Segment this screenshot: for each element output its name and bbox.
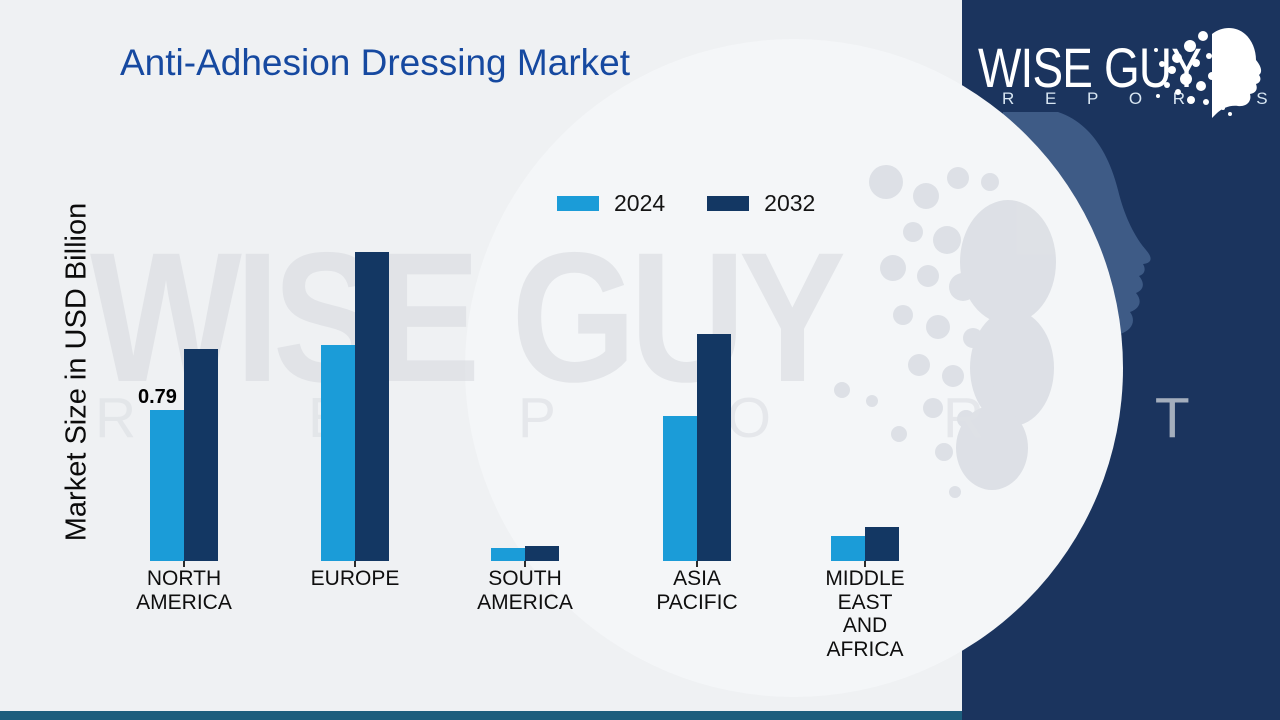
x-axis-tick bbox=[696, 561, 698, 567]
legend-item-2024: 2024 bbox=[557, 190, 665, 217]
legend-label-2024: 2024 bbox=[614, 190, 666, 216]
x-axis-tick bbox=[524, 561, 526, 567]
x-axis-category-label: SOUTH AMERICA bbox=[477, 567, 573, 614]
x-axis-category-label: ASIA PACIFIC bbox=[656, 567, 738, 614]
bar-2032-group4 bbox=[865, 527, 899, 561]
bar-2024-group0 bbox=[150, 410, 184, 561]
legend-swatch-2032 bbox=[707, 196, 750, 211]
bar-2024-group1 bbox=[321, 345, 355, 561]
bar-2032-group0 bbox=[184, 349, 218, 561]
legend: 2024 2032 bbox=[557, 190, 815, 217]
logo-reports-text: R E P O R T S bbox=[1002, 89, 1280, 108]
legend-item-2032: 2032 bbox=[707, 190, 815, 217]
logo-brand-text: WISE GUY bbox=[978, 36, 1202, 99]
x-axis-category-label: EUROPE bbox=[310, 567, 400, 590]
bar-2024-group4 bbox=[831, 536, 865, 561]
x-axis-tick bbox=[354, 561, 356, 567]
legend-label-2032: 2032 bbox=[764, 190, 816, 216]
page-title: Anti-Adhesion Dressing Market bbox=[120, 42, 630, 83]
x-axis-category-label: NORTH AMERICA bbox=[136, 567, 232, 614]
bar-2032-group1 bbox=[355, 252, 389, 561]
bar-2024-group2 bbox=[491, 548, 525, 561]
x-axis-tick bbox=[864, 561, 866, 567]
bar-2032-group3 bbox=[697, 334, 731, 561]
bar-2024-group3 bbox=[663, 416, 697, 561]
y-axis-label: Market Size in USD Billion bbox=[60, 202, 93, 542]
bar-2032-group2 bbox=[525, 546, 559, 561]
legend-swatch-2024 bbox=[557, 196, 599, 211]
bottom-strip bbox=[0, 711, 962, 720]
x-axis-tick bbox=[183, 561, 185, 567]
x-axis-category-label: MIDDLE EAST AND AFRICA bbox=[825, 567, 905, 661]
bar-value-label: 0.79 bbox=[138, 386, 177, 408]
